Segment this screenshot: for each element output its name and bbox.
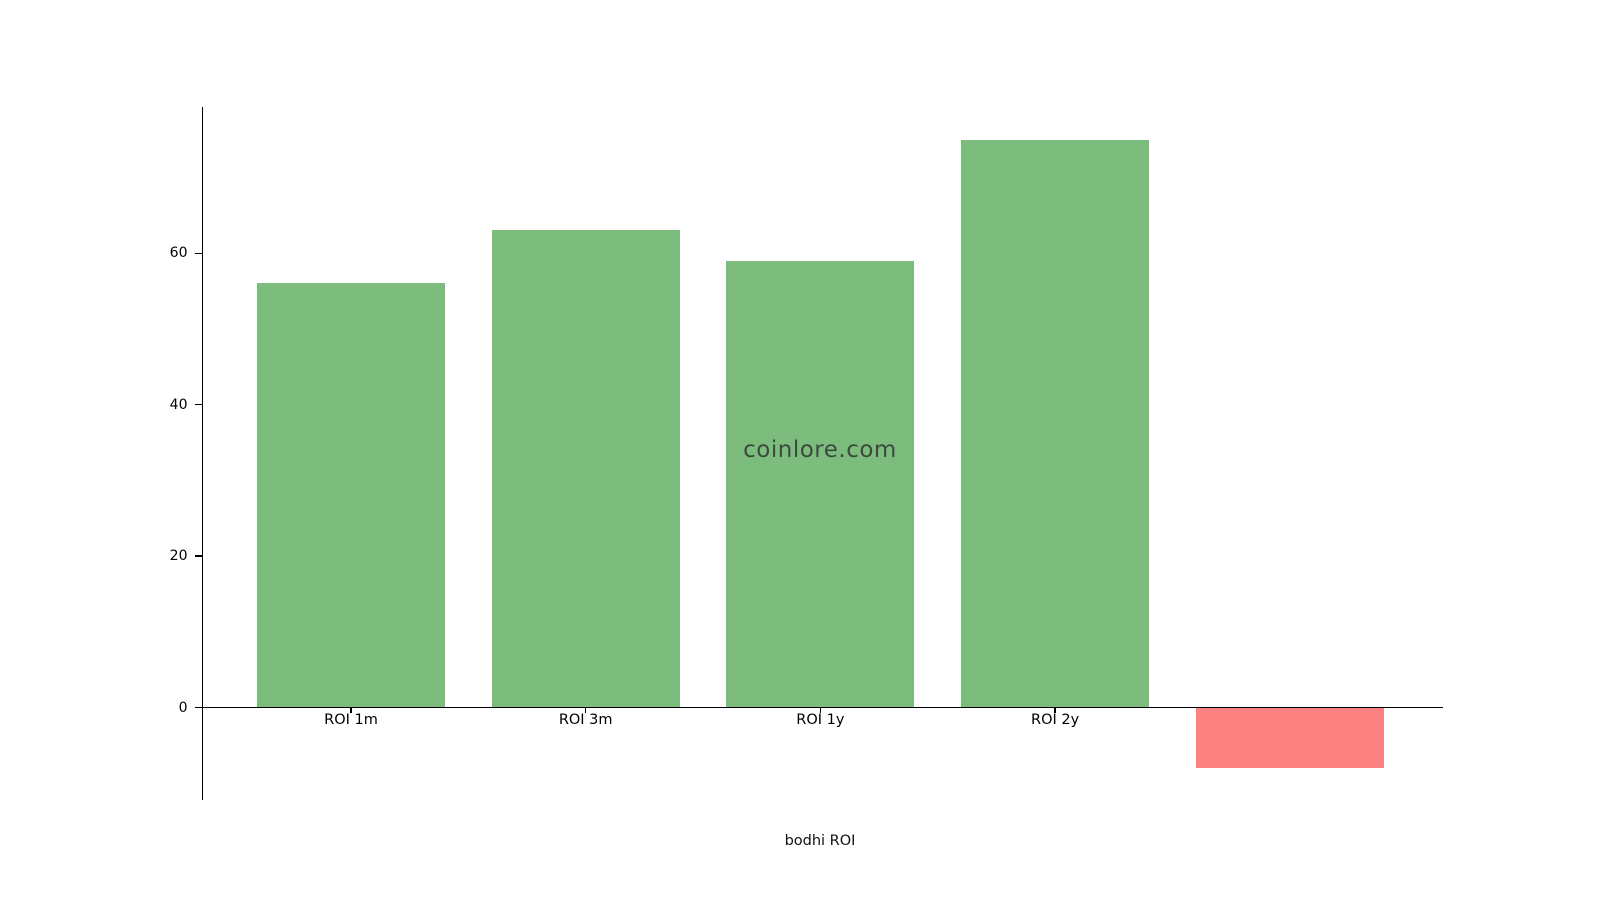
y-tick-label: 40 xyxy=(169,396,188,413)
bar-roi-3m xyxy=(491,230,680,708)
y-axis-line xyxy=(201,107,203,800)
x-tick-label: ROI 1m xyxy=(324,712,378,729)
bar-roi-2y xyxy=(961,139,1150,708)
bar-neg-5 xyxy=(1195,707,1384,769)
x-tick-label: ROI 2y xyxy=(1031,712,1080,729)
x-tick-label: ROI 3m xyxy=(558,712,613,729)
y-tick-mark xyxy=(194,706,202,709)
chart-title: bodhi ROI xyxy=(784,833,856,849)
bar-roi-1m xyxy=(257,283,445,708)
x-tick-mark xyxy=(819,707,822,714)
y-tick-label: 60 xyxy=(169,245,188,262)
y-tick-mark xyxy=(194,555,202,557)
watermark-text: coinlore.com xyxy=(743,437,897,463)
y-tick-mark xyxy=(194,403,202,406)
y-tick-label: 20 xyxy=(169,548,188,565)
x-tick-mark xyxy=(350,707,352,714)
y-tick-mark xyxy=(194,252,202,254)
x-axis-line xyxy=(201,706,1443,709)
x-tick-label: ROI 1y xyxy=(796,712,845,729)
y-tick-label: 0 xyxy=(178,699,188,716)
bar-roi-1y xyxy=(726,260,915,708)
x-tick-mark xyxy=(585,707,587,714)
x-tick-mark xyxy=(1054,707,1056,714)
